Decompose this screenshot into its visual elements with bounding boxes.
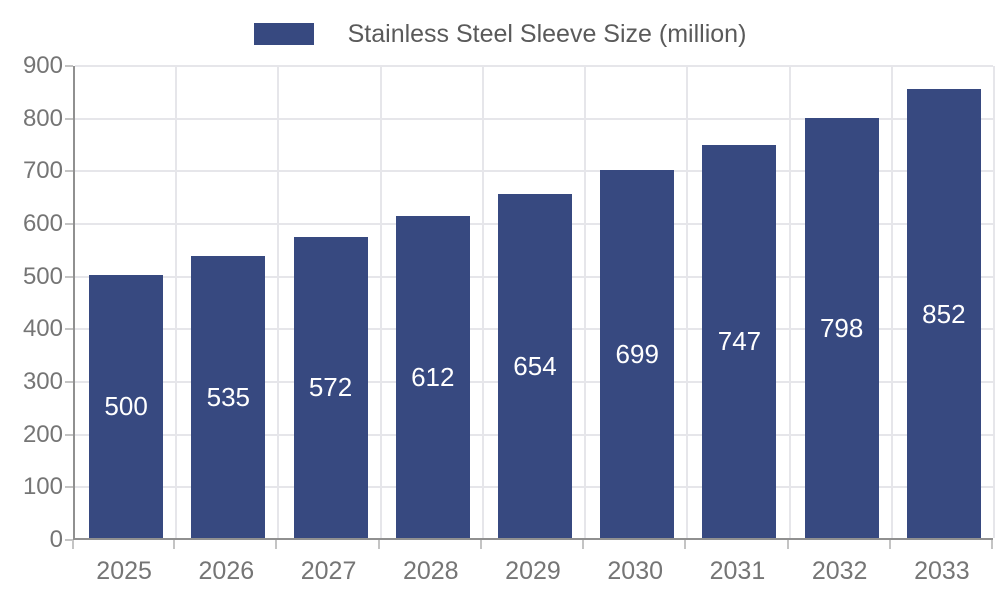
bar-value-label: 747: [717, 326, 762, 357]
bar-value-label: 572: [308, 372, 353, 403]
bar-value-label: 535: [206, 382, 251, 413]
x-grid-line: [993, 66, 995, 538]
x-grid-line: [890, 66, 893, 538]
bar-value-label: 798: [819, 312, 864, 343]
legend-item[interactable]: Stainless Steel Sleeve Size (million): [0, 18, 1000, 50]
bar: 798: [804, 117, 879, 538]
bar-value-label: 612: [411, 361, 455, 392]
x-axis-labels: 2025 2026 2027 2028 2029 2030 2031 2032 2033: [72, 540, 993, 600]
x-axis-tick: [72, 540, 74, 549]
x-axis-tick: [275, 540, 278, 549]
x-axis-tick: [786, 540, 789, 549]
plot-area: 500 535 572 612 654 699 747 798 852: [73, 65, 995, 540]
x-grid-line: [175, 66, 178, 538]
x-axis-tick: [684, 540, 687, 549]
bar-value-label: 654: [513, 350, 557, 381]
x-tick-label: 2029: [505, 557, 561, 585]
y-axis-tick: [65, 486, 73, 489]
y-tick-label: 100: [22, 473, 63, 501]
y-grid-line: [75, 170, 993, 173]
x-tick-label: 2030: [607, 557, 664, 585]
y-tick-label: 200: [22, 420, 63, 448]
y-tick-label: 400: [22, 315, 63, 343]
x-grid-line: [277, 66, 280, 538]
bar: 612: [395, 215, 470, 538]
bar: 572: [293, 236, 368, 538]
y-axis-tick: [65, 275, 73, 278]
y-axis-labels: 0 100 200 300 400 500 600 700 800 900: [0, 52, 73, 553]
x-axis-tick: [479, 540, 482, 549]
x-grid-line: [379, 66, 382, 538]
y-tick-label: 300: [22, 368, 63, 395]
x-tick-label: 2028: [402, 557, 459, 585]
x-tick-label: 2031: [709, 557, 766, 585]
x-axis-tick: [582, 540, 585, 549]
y-grid-line: [75, 117, 993, 120]
x-grid-line: [481, 66, 484, 538]
x-axis-tick: [991, 540, 993, 549]
x-axis-tick: [173, 540, 176, 549]
bar: 500: [89, 274, 164, 538]
y-tick-label: 900: [22, 52, 63, 79]
x-grid-line: [686, 66, 689, 538]
y-tick-label: 700: [22, 157, 63, 185]
y-tick-label: 500: [22, 262, 63, 290]
bar: 654: [498, 193, 572, 538]
bar: 699: [600, 169, 675, 538]
x-tick-label: 2033: [914, 557, 970, 585]
x-tick-label: 2032: [811, 557, 868, 585]
x-grid-line: [584, 66, 587, 538]
y-tick-label: 800: [22, 104, 63, 132]
x-grid-line: [788, 66, 791, 538]
y-axis-tick: [65, 539, 73, 541]
y-axis-tick: [65, 65, 73, 67]
y-tick-label: 600: [22, 210, 63, 237]
y-axis-tick: [65, 328, 73, 331]
x-tick-label: 2025: [96, 557, 152, 585]
bar-value-label: 500: [104, 391, 148, 422]
y-grid-line: [75, 65, 993, 67]
y-axis-tick: [65, 381, 73, 383]
bar: 535: [191, 256, 266, 538]
x-tick-label: 2027: [300, 557, 357, 585]
legend-label: Stainless Steel Sleeve Size (million): [347, 20, 747, 48]
y-axis-tick: [65, 223, 73, 225]
bar: 852: [906, 89, 981, 538]
x-axis-tick: [377, 540, 380, 549]
x-axis-tick: [888, 540, 891, 549]
bar-value-label: 699: [615, 338, 659, 369]
y-axis-tick: [65, 170, 73, 173]
x-tick-label: 2026: [198, 557, 255, 585]
y-tick-label: 0: [49, 526, 63, 553]
legend-swatch: [253, 23, 314, 45]
bar: 747: [702, 144, 777, 538]
y-axis-tick: [65, 117, 73, 120]
bar-value-label: 852: [922, 298, 966, 329]
y-axis-tick: [65, 433, 73, 436]
